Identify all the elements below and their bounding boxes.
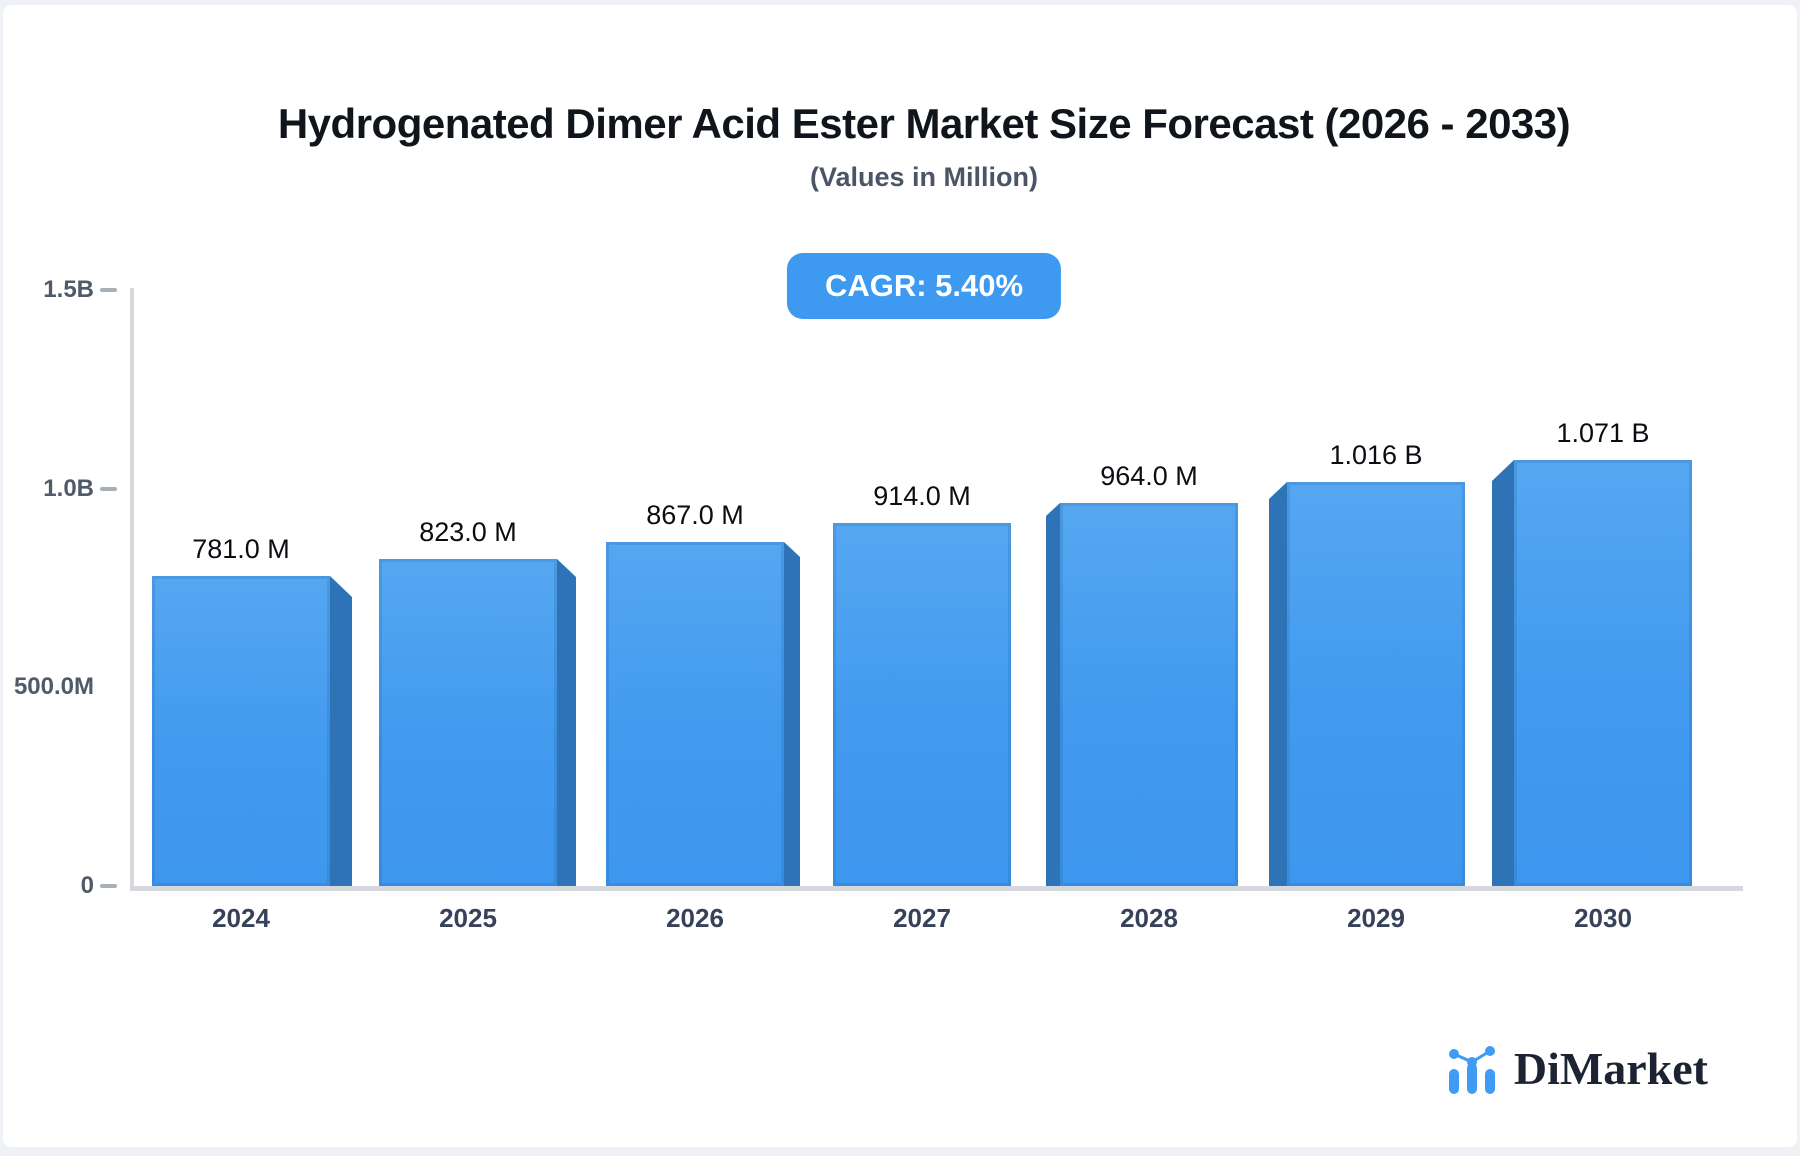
bar — [152, 576, 330, 886]
bar — [379, 559, 557, 886]
bar-value-label: 914.0 M — [873, 481, 971, 511]
y-axis-tick-label: 1.0B — [43, 474, 94, 502]
bar-value-label: 1.071 B — [1556, 418, 1650, 448]
bar-side-panel — [1492, 460, 1514, 886]
x-axis-label: 2025 — [439, 903, 497, 933]
bar-side-panel — [557, 559, 576, 886]
bar-value-label: 964.0 M — [1100, 461, 1198, 491]
y-axis-tick-mark — [100, 288, 117, 292]
x-axis-label: 2024 — [212, 903, 270, 933]
brand-name: DiMarket — [1513, 1043, 1708, 1094]
bar — [1514, 460, 1692, 886]
chart-title: Hydrogenated Dimer Acid Ester Market Siz… — [277, 100, 1571, 147]
x-axis-label: 2029 — [1347, 903, 1405, 933]
x-axis-label: 2026 — [666, 903, 724, 933]
y-axis-tick-mark — [100, 486, 117, 491]
bar-side-panel — [330, 576, 352, 886]
y-axis-tick-label: 0 — [80, 872, 94, 899]
y-axis-line — [130, 288, 134, 888]
bar — [833, 523, 1011, 886]
bar-value-label: 823.0 M — [419, 517, 517, 547]
bar-value-label: 781.0 M — [192, 534, 290, 564]
bar-side-panel — [784, 542, 800, 886]
chart-header: Hydrogenated Dimer Acid Ester Market Siz… — [24, 0, 1800, 193]
x-axis-label: 2030 — [1574, 903, 1632, 933]
y-axis-tick-mark — [100, 884, 117, 888]
y-axis-tick-label: 1.5B — [43, 276, 94, 303]
bar-value-label: 867.0 M — [646, 500, 744, 530]
brand-logo: DiMarket — [1444, 1042, 1708, 1103]
cagr-badge: CAGR: 5.40% — [786, 253, 1062, 319]
y-axis-tick-label: 500.0M — [13, 673, 94, 701]
x-axis-label: 2028 — [1120, 903, 1178, 933]
x-axis-line — [130, 886, 1743, 891]
bar-side-panel — [1269, 482, 1287, 886]
bar-value-label: 1.016 B — [1329, 440, 1423, 470]
bar — [1287, 482, 1465, 886]
chart-subtitle: (Values in Million) — [809, 162, 1039, 192]
bar-side-panel — [1046, 503, 1060, 886]
bar — [1060, 503, 1238, 886]
x-axis-label: 2027 — [893, 903, 951, 933]
bar — [606, 542, 784, 886]
bar-chart-logo-icon — [1444, 1042, 1500, 1103]
